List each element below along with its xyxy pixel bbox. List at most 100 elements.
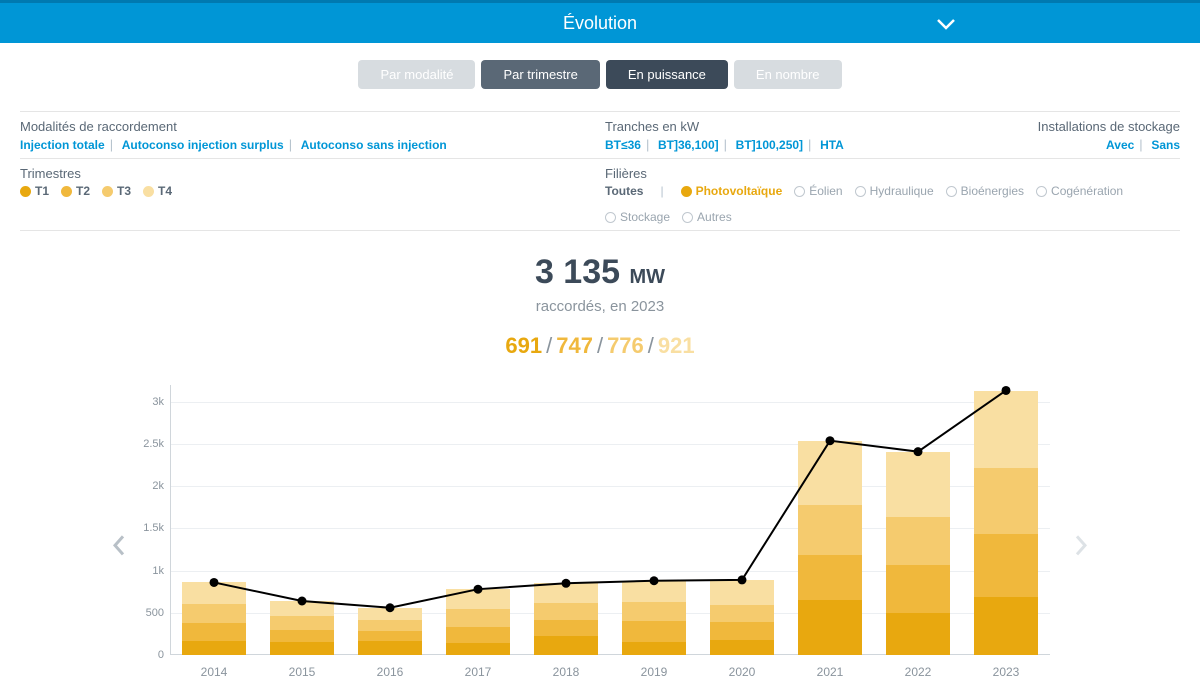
bar-segment [622, 602, 685, 621]
tab-par-trimestre[interactable]: Par trimestre [481, 60, 599, 89]
legend-label: T1 [35, 184, 49, 198]
xtick-label: 2021 [786, 655, 874, 695]
bar-segment [886, 613, 949, 655]
filter-label-trimestres: Trimestres [20, 166, 605, 181]
bar-column[interactable] [258, 385, 346, 655]
chart-next-icon[interactable] [1074, 534, 1088, 562]
radio-icon [681, 186, 692, 197]
ytick-label: 2.5k [143, 438, 164, 450]
summary-subtitle: raccordés, en 2023 [0, 298, 1200, 315]
chart-container: 05001k1.5k2k2.5k3k 201420152016201720182… [130, 385, 1070, 695]
chart-xaxis: 2014201520162017201820192020202120222023 [170, 655, 1050, 695]
bar-segment [270, 642, 333, 655]
summary-breakdown: 691/747/776/921 [0, 333, 1200, 359]
bar-column[interactable] [522, 385, 610, 655]
filter-link[interactable]: Injection totale [20, 138, 105, 152]
header-bar[interactable]: Évolution [0, 0, 1200, 43]
filter-link[interactable]: BT]36,100] [658, 138, 719, 152]
filter-label-modalites: Modalités de raccordement [20, 119, 605, 134]
filter-link[interactable]: HTA [820, 138, 844, 152]
filter-label-filieres: Filières [605, 166, 1180, 181]
bar-column[interactable] [874, 385, 962, 655]
tab-en-nombre[interactable]: En nombre [734, 60, 842, 89]
xtick-label: 2018 [522, 655, 610, 695]
tab-row: Par modalité Par trimestre En puissance … [0, 60, 1200, 89]
tab-en-puissance[interactable]: En puissance [606, 60, 728, 89]
filter-link[interactable]: Avec [1106, 138, 1134, 152]
radio-icon [794, 186, 805, 197]
filieres-toutes[interactable]: Toutes [605, 184, 643, 198]
bar-segment [710, 605, 773, 622]
legend-label: T2 [76, 184, 90, 198]
filieres-item[interactable]: Autres [682, 210, 732, 224]
quarter-legend-item[interactable]: T2 [61, 184, 90, 198]
chart-prev-icon[interactable] [112, 534, 126, 562]
quarter-legend-item[interactable]: T1 [20, 184, 49, 198]
bar-stack [886, 452, 949, 655]
bar-segment [798, 441, 861, 505]
radio-icon [605, 212, 616, 223]
chart-yaxis: 05001k1.5k2k2.5k3k [130, 385, 170, 655]
bar-segment [622, 642, 685, 656]
xtick-label: 2015 [258, 655, 346, 695]
bar-segment [446, 609, 509, 627]
bar-column[interactable] [346, 385, 434, 655]
bar-segment [182, 641, 245, 655]
chevron-down-icon[interactable] [937, 15, 955, 36]
bar-segment [710, 580, 773, 605]
quarter-legend-item[interactable]: T4 [143, 184, 172, 198]
filter-link[interactable]: BT≤36 [605, 138, 641, 152]
bar-segment [534, 620, 597, 636]
bar-column[interactable] [962, 385, 1050, 655]
filter-link[interactable]: BT]100,250] [736, 138, 803, 152]
bar-segment [622, 581, 685, 602]
bar-segment [886, 452, 949, 517]
xtick-label: 2020 [698, 655, 786, 695]
ytick-label: 3k [152, 396, 164, 408]
quarter-legend-item[interactable]: T3 [102, 184, 131, 198]
breakdown-value: 776 [607, 333, 644, 358]
filieres-item[interactable]: Éolien [794, 184, 842, 198]
bar-segment [534, 583, 597, 602]
bar-segment [886, 565, 949, 613]
tab-label: Par modalité [380, 67, 453, 82]
bar-column[interactable] [170, 385, 258, 655]
bar-segment [446, 643, 509, 655]
filter-tranches-row: BT≤36| BT]36,100]| BT]100,250]| HTA [605, 137, 1035, 152]
bar-segment [270, 601, 333, 616]
chart-bars [170, 385, 1050, 655]
radio-icon [1036, 186, 1047, 197]
bar-column[interactable] [610, 385, 698, 655]
bar-segment [182, 623, 245, 641]
bar-segment [710, 622, 773, 640]
bar-segment [798, 600, 861, 655]
bar-stack [270, 601, 333, 655]
tab-label: En nombre [756, 67, 820, 82]
filter-label-tranches: Tranches en kW [605, 119, 1035, 134]
xtick-label: 2016 [346, 655, 434, 695]
filieres-item[interactable]: Photovoltaïque [681, 184, 783, 198]
tab-par-modalite[interactable]: Par modalité [358, 60, 475, 89]
xtick-label: 2014 [170, 655, 258, 695]
filter-link[interactable]: Sans [1151, 138, 1180, 152]
radio-icon [946, 186, 957, 197]
filter-link[interactable]: Autoconso injection surplus [122, 138, 284, 152]
filieres-item[interactable]: Hydraulique [855, 184, 934, 198]
legend-label: T4 [158, 184, 172, 198]
xtick-label: 2019 [610, 655, 698, 695]
xtick-label: 2017 [434, 655, 522, 695]
filieres-item[interactable]: Cogénération [1036, 184, 1123, 198]
filter-modalites-row: Injection totale| Autoconso injection su… [20, 137, 605, 152]
bar-segment [270, 630, 333, 643]
filieres-label: Cogénération [1051, 184, 1123, 198]
bar-stack [974, 391, 1037, 655]
filter-link[interactable]: Autoconso sans injection [301, 138, 447, 152]
filieres-item[interactable]: Bioénergies [946, 184, 1024, 198]
filieres-label: Stockage [620, 210, 670, 224]
bar-column[interactable] [786, 385, 874, 655]
bar-column[interactable] [434, 385, 522, 655]
filieres-item[interactable]: Stockage [605, 210, 670, 224]
bar-segment [182, 582, 245, 603]
bar-column[interactable] [698, 385, 786, 655]
summary-unit: MW [630, 266, 666, 288]
